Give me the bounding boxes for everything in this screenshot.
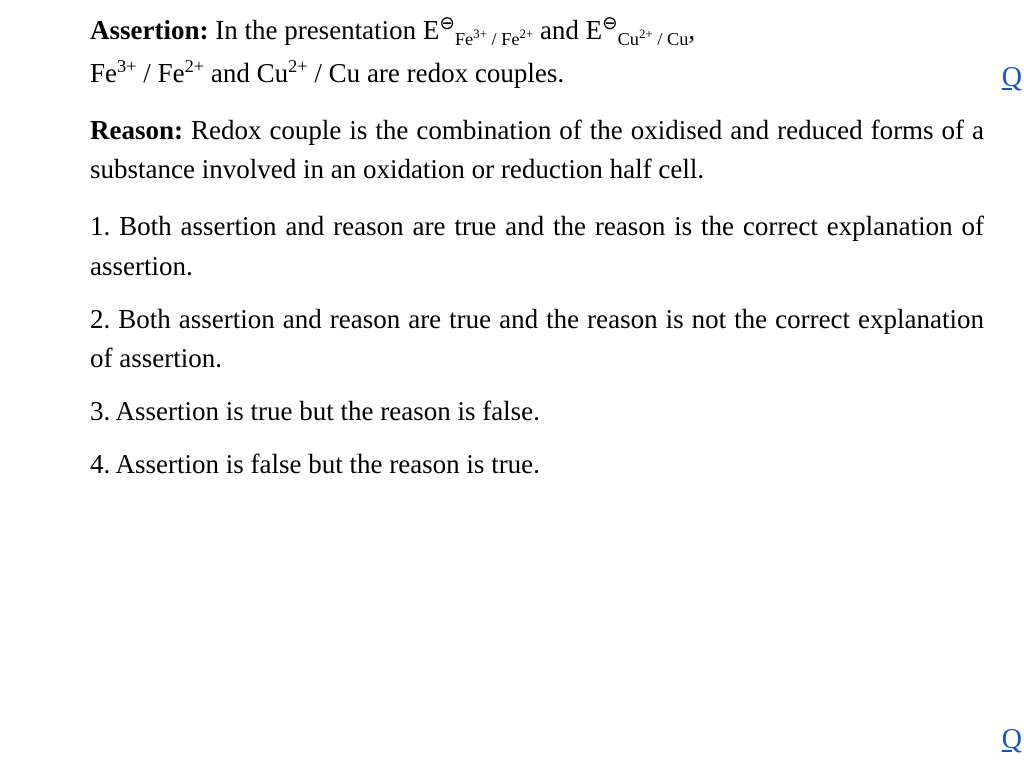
assertion-line2-sep1: /: [137, 58, 158, 88]
assertion-E2: E: [586, 15, 603, 45]
assertion-line2-fe1: Fe: [90, 58, 117, 88]
assertion-line2-cu1: Cu: [257, 58, 289, 88]
sub-fe: Fe: [455, 29, 473, 49]
assertion-E1-sup: ⊖: [439, 13, 454, 33]
option-4: 4. Assertion is false but the reason is …: [90, 445, 984, 484]
reason-label: Reason:: [90, 115, 183, 145]
sub-fe-charge2: 2+: [520, 27, 534, 41]
assertion-line2-fe2: Fe: [158, 58, 185, 88]
assertion-line2-cu2: Cu: [329, 58, 361, 88]
assertion-block: Assertion: In the presentation E⊖Fe3+ / …: [90, 10, 984, 93]
question-page: Assertion: In the presentation E⊖Fe3+ / …: [0, 0, 1024, 508]
assertion-E1-sub: Fe3+ / Fe2+: [455, 29, 533, 49]
assertion-between: and: [533, 15, 585, 45]
assertion-text-1: In the presentation: [215, 15, 423, 45]
assertion-line2-mid: and: [204, 58, 256, 88]
assertion-line2-cu1-sup: 2+: [288, 56, 308, 76]
assertion-line2-sep2: /: [308, 58, 329, 88]
side-link-1[interactable]: Q: [1002, 58, 1022, 99]
assertion-line2-end: are redox couples.: [360, 58, 564, 88]
assertion-trail: ,: [688, 15, 695, 45]
option-1: 1. Both assertion and reason are true an…: [90, 207, 984, 285]
reason-block: Reason: Redox couple is the combination …: [90, 111, 984, 189]
sub-cu: Cu: [618, 29, 639, 49]
assertion-E2-sup: ⊖: [602, 13, 617, 33]
side-link-2[interactable]: Q: [1002, 720, 1022, 761]
assertion-label: Assertion:: [90, 15, 208, 45]
assertion-line2-fe1-sup: 3+: [117, 56, 137, 76]
option-3: 3. Assertion is true but the reason is f…: [90, 392, 984, 431]
option-2: 2. Both assertion and reason are true an…: [90, 300, 984, 378]
sub-sep2: /: [653, 29, 667, 49]
sub-cu-charge1: 2+: [639, 27, 653, 41]
assertion-E1: E: [423, 15, 440, 45]
sub-fe2: Fe: [501, 29, 519, 49]
sub-sep1: /: [487, 29, 501, 49]
sub-cu2: Cu: [667, 29, 688, 49]
reason-text: Redox couple is the combination of the o…: [90, 115, 984, 184]
sub-fe-charge1: 3+: [473, 27, 487, 41]
assertion-line2-fe2-sup: 2+: [185, 56, 205, 76]
assertion-E2-sub: Cu2+ / Cu: [618, 29, 689, 49]
